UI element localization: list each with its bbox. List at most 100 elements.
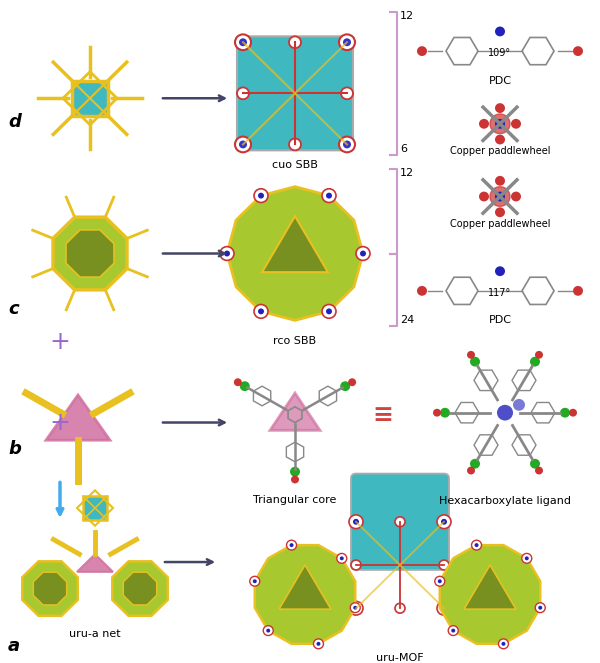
Polygon shape xyxy=(464,565,516,609)
Circle shape xyxy=(479,192,489,202)
Circle shape xyxy=(322,304,336,318)
Circle shape xyxy=(289,139,301,151)
Circle shape xyxy=(511,192,521,202)
Text: 12: 12 xyxy=(400,168,414,178)
Circle shape xyxy=(239,141,247,149)
Circle shape xyxy=(439,560,449,570)
Polygon shape xyxy=(270,393,320,430)
Circle shape xyxy=(360,251,366,257)
Circle shape xyxy=(495,192,505,202)
Text: 24: 24 xyxy=(400,316,414,326)
Circle shape xyxy=(495,135,505,145)
Circle shape xyxy=(467,351,475,359)
Circle shape xyxy=(490,187,510,206)
Circle shape xyxy=(495,27,505,36)
Circle shape xyxy=(290,467,300,477)
Circle shape xyxy=(525,556,529,560)
Circle shape xyxy=(258,308,264,314)
Circle shape xyxy=(417,46,427,56)
Text: Copper paddlewheel: Copper paddlewheel xyxy=(450,147,550,156)
Circle shape xyxy=(343,38,351,46)
Circle shape xyxy=(437,515,451,528)
Circle shape xyxy=(535,467,543,475)
Text: Hexacarboxylate ligand: Hexacarboxylate ligand xyxy=(439,496,571,507)
Polygon shape xyxy=(53,217,127,290)
Text: c: c xyxy=(8,300,19,318)
Polygon shape xyxy=(34,572,67,605)
Circle shape xyxy=(340,556,344,560)
Polygon shape xyxy=(46,395,110,440)
Circle shape xyxy=(535,603,545,613)
Circle shape xyxy=(250,576,260,586)
Polygon shape xyxy=(22,562,78,616)
Circle shape xyxy=(253,579,257,583)
Circle shape xyxy=(289,36,301,48)
Circle shape xyxy=(472,540,482,550)
Circle shape xyxy=(495,208,505,217)
Text: 6: 6 xyxy=(400,145,407,154)
Circle shape xyxy=(263,626,273,636)
FancyBboxPatch shape xyxy=(83,496,107,520)
Text: 109°: 109° xyxy=(488,48,512,58)
Circle shape xyxy=(313,639,323,648)
Circle shape xyxy=(511,119,521,129)
Circle shape xyxy=(339,137,355,152)
Circle shape xyxy=(337,554,347,564)
Polygon shape xyxy=(262,216,328,272)
Circle shape xyxy=(479,119,489,129)
Circle shape xyxy=(258,193,264,199)
Circle shape xyxy=(254,304,268,318)
Text: uru-a net: uru-a net xyxy=(69,629,121,639)
Circle shape xyxy=(448,626,458,636)
Circle shape xyxy=(341,88,353,99)
Circle shape xyxy=(287,540,296,550)
Circle shape xyxy=(290,543,293,547)
Circle shape xyxy=(435,576,445,586)
Text: a: a xyxy=(8,636,20,655)
Circle shape xyxy=(560,408,570,418)
Circle shape xyxy=(349,601,363,615)
Polygon shape xyxy=(112,562,168,616)
Circle shape xyxy=(495,267,505,276)
Circle shape xyxy=(470,459,480,469)
Circle shape xyxy=(353,606,357,610)
Circle shape xyxy=(237,88,249,99)
Circle shape xyxy=(353,519,359,524)
Circle shape xyxy=(340,381,350,391)
FancyBboxPatch shape xyxy=(351,473,449,570)
Circle shape xyxy=(513,399,525,410)
Circle shape xyxy=(441,519,447,524)
Text: +: + xyxy=(50,410,70,434)
Circle shape xyxy=(349,515,363,528)
Circle shape xyxy=(530,357,540,367)
Circle shape xyxy=(350,603,360,613)
Circle shape xyxy=(495,176,505,186)
Circle shape xyxy=(573,286,583,296)
Text: Triangular core: Triangular core xyxy=(253,495,337,505)
Circle shape xyxy=(322,189,336,202)
Circle shape xyxy=(356,247,370,261)
Circle shape xyxy=(235,137,251,152)
Text: 12: 12 xyxy=(400,11,414,21)
Circle shape xyxy=(535,351,543,359)
Text: +: + xyxy=(50,330,70,354)
Circle shape xyxy=(502,642,505,646)
Text: rco SBB: rco SBB xyxy=(274,336,317,346)
Circle shape xyxy=(417,286,427,296)
Circle shape xyxy=(339,34,355,50)
Circle shape xyxy=(326,193,332,199)
Circle shape xyxy=(316,642,320,646)
Polygon shape xyxy=(124,572,157,605)
Text: PDC: PDC xyxy=(488,76,511,86)
Circle shape xyxy=(440,408,450,418)
Circle shape xyxy=(538,606,542,610)
Circle shape xyxy=(220,247,234,261)
Text: PDC: PDC xyxy=(488,316,511,326)
Circle shape xyxy=(326,308,332,314)
Circle shape xyxy=(240,381,250,391)
Text: b: b xyxy=(8,440,21,458)
Circle shape xyxy=(254,189,268,202)
Circle shape xyxy=(433,409,441,416)
Circle shape xyxy=(495,103,505,113)
Polygon shape xyxy=(227,187,363,320)
